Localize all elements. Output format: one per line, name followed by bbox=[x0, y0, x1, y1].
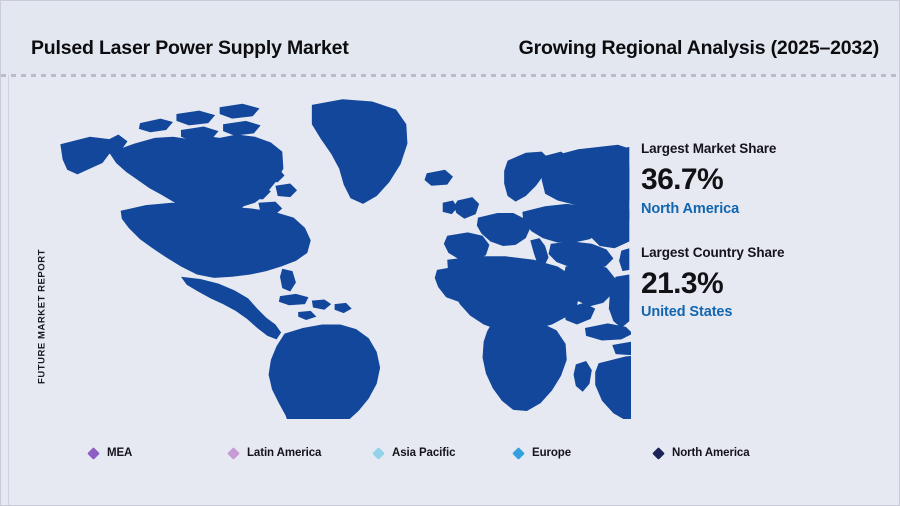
map-landmasses-oceania bbox=[584, 323, 631, 419]
world-map bbox=[53, 89, 631, 419]
stat-region: North America bbox=[641, 200, 740, 217]
legend-item-europe: Europe bbox=[512, 446, 572, 460]
legend-label: MEA bbox=[107, 447, 133, 459]
legend-item-north-america: North America bbox=[652, 446, 750, 460]
legend-label: Latin America bbox=[247, 447, 322, 459]
legend-label: North America bbox=[672, 447, 750, 459]
header-divider bbox=[1, 74, 899, 77]
legend-label: Asia Pacific bbox=[392, 447, 456, 459]
diamond-marker-icon bbox=[227, 446, 240, 460]
left-edge-rule bbox=[8, 1, 9, 505]
legend-item-mea: MEA bbox=[87, 446, 133, 460]
diamond-marker-icon bbox=[87, 446, 100, 460]
header-subtitle: Growing Regional Analysis (2025–2032) bbox=[518, 37, 880, 59]
map-landmasses bbox=[60, 99, 630, 419]
brand-vertical-label: FUTURE MARKET REPORT bbox=[36, 248, 48, 385]
diamond-marker-icon bbox=[372, 446, 385, 460]
diamond-marker-icon bbox=[652, 446, 665, 460]
legend-item-latin-america: Latin America bbox=[227, 446, 322, 460]
stat-value: 21.3% bbox=[641, 266, 724, 300]
stat-largest-country-share: Largest Country Share 21.3% United State… bbox=[641, 245, 891, 321]
stats-panel: Largest Market Share 36.7% North America… bbox=[641, 141, 891, 348]
stat-value: 36.7% bbox=[641, 163, 724, 196]
legend-label: Europe bbox=[532, 447, 572, 459]
stat-region: United States bbox=[641, 304, 733, 320]
stat-label: Largest Market Share bbox=[641, 141, 777, 156]
legend: MEA Latin America Asia Pacific Europe No… bbox=[87, 446, 809, 469]
page-title: Pulsed Laser Power Supply Market bbox=[31, 37, 349, 59]
diamond-marker-icon bbox=[512, 446, 525, 460]
world-map-svg bbox=[60, 99, 631, 419]
map-landmasses-fareast bbox=[619, 248, 630, 301]
header-band: Pulsed Laser Power Supply Market Growing… bbox=[1, 1, 899, 75]
stat-largest-market-share: Largest Market Share 36.7% North America bbox=[641, 141, 891, 217]
legend-item-asia-pacific: Asia Pacific bbox=[372, 446, 456, 460]
stat-label: Largest Country Share bbox=[641, 244, 785, 260]
